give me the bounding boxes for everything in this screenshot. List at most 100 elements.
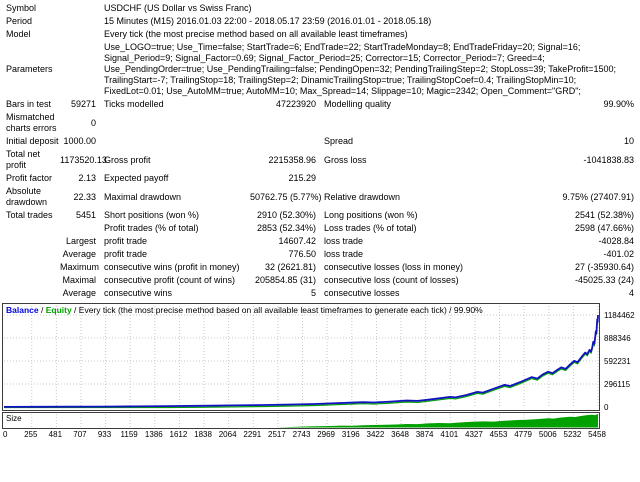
stat-row: Average profit trade 776.50 loss trade -401.… — [2, 248, 638, 261]
stat-label: consecutive losses (loss in money) — [324, 262, 464, 272]
x-axis-label: 3422 — [366, 430, 385, 439]
legend-description: / Every tick (the most precise method ba… — [71, 305, 483, 315]
x-axis-label: 2064 — [218, 430, 237, 439]
stat-row: Largest profit trade 14607.42 loss trade -40… — [2, 235, 638, 248]
size-bars — [4, 414, 598, 428]
stat-value: 2910 (52.30%) — [256, 210, 316, 220]
spacer-cell — [60, 2, 100, 15]
stat-label — [2, 274, 60, 287]
stat-label — [320, 111, 440, 135]
chart-legend: Balance / Equity / Every tick (the most … — [6, 305, 483, 315]
stat-value: 2215358.96 — [268, 154, 316, 165]
spacer-cell — [60, 28, 100, 41]
stat-label: Maximal drawdown — [104, 191, 182, 202]
legend-separator: / — [38, 305, 46, 315]
balance-plot — [3, 306, 599, 409]
balance-plot-panel: Balance / Equity / Every tick (the most … — [2, 303, 600, 411]
stat-label: Loss trades (% of total) — [324, 223, 417, 233]
x-axis-label: 1612 — [169, 430, 188, 439]
stat-label: consecutive wins — [104, 288, 173, 298]
stat-value: Average — [62, 249, 96, 259]
x-axis-label: 4327 — [465, 430, 483, 439]
stat-label: Spread — [324, 136, 354, 146]
stat-label: consecutive loss (count of losses) — [324, 275, 459, 285]
x-axis-label: 3648 — [391, 430, 409, 439]
spacer-cell — [60, 15, 100, 28]
balance-line — [3, 314, 599, 408]
x-axis-label: 4779 — [514, 430, 532, 439]
stat-label — [2, 261, 60, 274]
stat-value: 2598 (47.66%) — [574, 223, 635, 233]
stat-label: consecutive profit (count of wins) — [104, 275, 236, 285]
stat-label: consecutive losses — [324, 288, 400, 298]
stat-label — [2, 235, 60, 248]
lot-size-panel: Size — [2, 412, 600, 429]
stat-value: 5 — [310, 288, 316, 298]
info-row-label: Model — [6, 29, 31, 39]
stat-value — [440, 111, 638, 135]
stat-row: Total net profit 1173520.13 Gross profit 22… — [2, 148, 638, 172]
stat-value: 2541 (52.38%) — [574, 210, 635, 220]
equity-line — [4, 316, 599, 409]
info-row-value: USDCHF (US Dollar vs Swiss Franc) — [104, 3, 252, 13]
info-row-label: Period — [6, 16, 33, 26]
stat-label: Long positions (won %) — [324, 210, 418, 220]
stat-value: -45025.33 (24) — [574, 275, 635, 285]
stat-value — [250, 111, 320, 135]
info-row: Symbol USDCHF (US Dollar vs Swiss Franc) — [2, 2, 638, 15]
stat-label — [2, 222, 60, 235]
stat-value: -401.02 — [603, 249, 635, 259]
stat-value — [250, 135, 320, 148]
stat-value — [440, 172, 638, 185]
y-axis-label: 888346 — [604, 334, 631, 343]
x-axis-label: 255 — [24, 430, 38, 439]
x-axis-label: 707 — [73, 430, 87, 439]
stat-label: profit trade — [104, 249, 148, 259]
stat-value: 10 — [624, 136, 635, 146]
balance-equity-chart: Balance / Equity / Every tick (the most … — [0, 303, 640, 443]
stat-label — [2, 287, 60, 300]
stat-row: Profit trades (% of total) 2853 (52.34%) L… — [2, 222, 638, 235]
spacer-cell — [60, 41, 100, 98]
info-row: Model Every tick (the most precise method… — [2, 28, 638, 41]
stat-row: Profit factor 2.13 Expected payoff 215.29 — [2, 172, 638, 185]
stat-value: 205854.85 (31) — [254, 275, 316, 285]
stat-row: Absolute drawdown 22.33 Maximal drawdown 50… — [2, 185, 638, 209]
x-axis-label: 1386 — [144, 430, 163, 439]
stat-value: Average — [62, 288, 96, 298]
y-axis-label: 592231 — [604, 357, 631, 366]
stat-label: loss trade — [324, 249, 364, 259]
x-axis-label: 2517 — [268, 430, 286, 439]
x-axis-label: 1159 — [120, 430, 138, 439]
x-axis-label: 2291 — [243, 430, 262, 439]
legend-balance-label: Balance — [6, 305, 39, 315]
x-axis-label: 3874 — [415, 430, 434, 439]
stat-label: Gross loss — [324, 154, 367, 165]
stat-row: Maximum consecutive wins (profit in money… — [2, 261, 638, 274]
stat-value: Maximum — [60, 262, 100, 272]
x-axis-label: 481 — [48, 430, 63, 439]
stat-value: 776.50 — [288, 249, 316, 259]
stat-row: Mismatched charts errors 0 — [2, 111, 638, 135]
x-axis-label: 4553 — [489, 430, 508, 439]
stat-value: 32 (2621.81) — [264, 262, 316, 272]
stat-label: Mismatched charts errors — [6, 112, 57, 133]
stat-label: Gross profit — [104, 154, 151, 165]
stat-row: Maximal consecutive profit (count of wins… — [2, 274, 638, 287]
stat-label: loss trade — [324, 236, 364, 246]
stat-row: Average consecutive wins 5 consecutive loss… — [2, 287, 638, 300]
stat-label: Total net profit — [6, 149, 41, 170]
stat-value: 59271 — [70, 99, 96, 109]
stat-value: 50762.75 (5.77%) — [250, 191, 322, 202]
x-axis-label: 4101 — [440, 430, 459, 439]
info-row-value: Use_LOGO=true; Use_Time=false; StartTrad… — [104, 42, 617, 96]
x-axis-label: 933 — [97, 430, 112, 439]
stat-value — [60, 222, 100, 235]
stat-value: 47223920 — [275, 99, 316, 109]
stat-value: Largest — [65, 236, 96, 246]
y-axis-label: 1184462 — [604, 311, 635, 320]
stat-label: Initial deposit — [6, 136, 59, 146]
stat-value: 2853 (52.34%) — [256, 223, 316, 233]
stat-value: 215.29 — [288, 173, 316, 183]
